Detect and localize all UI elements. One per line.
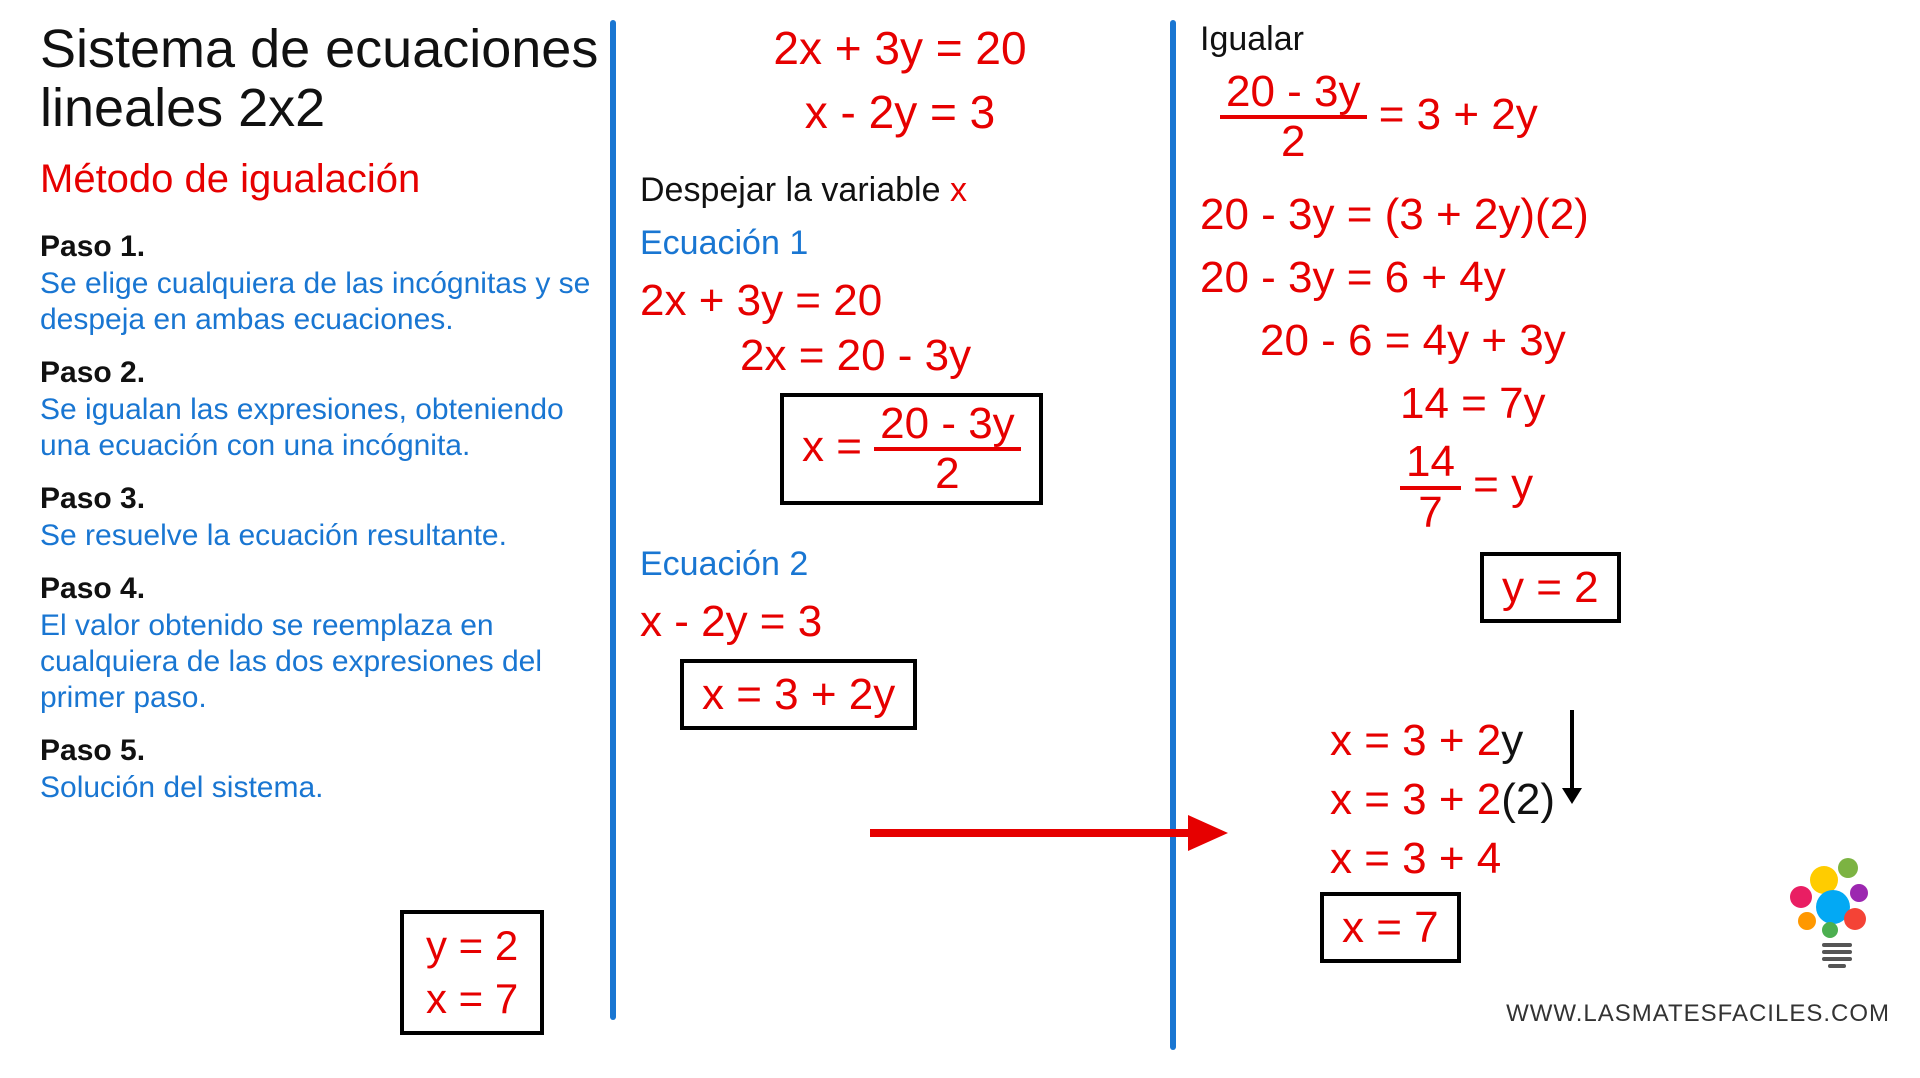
- ec1-frac-den: 2: [929, 451, 965, 497]
- sub-line-1-pre: x = 3 + 2: [1330, 716, 1501, 765]
- step-3-body: Se resuelve la ecuación resultante.: [40, 518, 600, 554]
- solution-y: y = 2: [426, 920, 518, 973]
- sub-line-2-paren: (2): [1501, 775, 1555, 824]
- ec1-result: x = 20 - 3y2: [640, 393, 1160, 505]
- mid-heading-prefix: Despejar la variable: [640, 171, 950, 209]
- ec1-line-2: 2x = 20 - 3y: [640, 328, 1160, 383]
- ec1-label: Ecuación 1: [640, 224, 1160, 263]
- solution-box: y = 2 x = 7: [400, 910, 544, 1035]
- ec2-result-box: x = 3 + 2y: [680, 659, 917, 730]
- page-title: Sistema de ecuaciones lineales 2x2: [40, 20, 600, 139]
- divider-1: [610, 20, 616, 1020]
- eqline-6: 14 7 = y: [1200, 439, 1900, 535]
- brand-logo: [1780, 858, 1890, 968]
- eqline-1-den: 2: [1275, 119, 1311, 165]
- step-2: Paso 2. Se igualan las expresiones, obte…: [40, 356, 600, 464]
- x-result-box: x = 7: [1320, 892, 1461, 963]
- right-heading: Igualar: [1200, 20, 1900, 59]
- eqline-6-num: 14: [1400, 439, 1461, 485]
- step-2-head: Paso 2.: [40, 356, 600, 390]
- step-5-body: Solución del sistema.: [40, 770, 600, 806]
- eqline-3: 20 - 3y = 6 + 4y: [1200, 250, 1900, 305]
- arrow-right-icon: [870, 823, 1230, 843]
- subtitle: Método de igualación: [40, 157, 600, 202]
- mid-heading: Despejar la variable x: [640, 171, 1160, 210]
- step-1-body: Se elige cualquiera de las incógnitas y …: [40, 266, 600, 338]
- step-3-head: Paso 3.: [40, 482, 600, 516]
- step-5: Paso 5. Solución del sistema.: [40, 734, 600, 806]
- ec1-result-box: x = 20 - 3y2: [780, 393, 1043, 505]
- sub-line-1-y: y: [1501, 716, 1523, 765]
- eqline-1-rhs: = 3 + 2y: [1367, 90, 1538, 139]
- eqline-5: 14 = 7y: [1200, 376, 1900, 431]
- y-result: y = 2: [1200, 552, 1900, 623]
- sub-line-2-pre: x = 3 + 2: [1330, 775, 1501, 824]
- arrow-down-icon: [1570, 710, 1574, 790]
- ec2-line-1: x - 2y = 3: [640, 594, 1160, 649]
- eqline-4: 20 - 6 = 4y + 3y: [1200, 313, 1900, 368]
- step-1-head: Paso 1.: [40, 230, 600, 264]
- step-1: Paso 1. Se elige cualquiera de las incóg…: [40, 230, 600, 338]
- solution-x: x = 7: [426, 973, 518, 1026]
- eqline-1: 20 - 3y2 = 3 + 2y: [1200, 69, 1900, 165]
- ec1-result-lhs: x =: [802, 422, 874, 471]
- step-4-body: El valor obtenido se reemplaza en cualqu…: [40, 608, 600, 716]
- sub-line-2: x = 3 + 2(2): [1200, 772, 1900, 827]
- ec2-result: x = 3 + 2y: [640, 659, 1160, 730]
- divider-2: [1170, 20, 1176, 1050]
- y-result-box: y = 2: [1480, 552, 1621, 623]
- eqline-6-rhs: = y: [1461, 460, 1533, 509]
- eqline-6-den: 7: [1412, 490, 1448, 536]
- sub-line-1: x = 3 + 2y: [1200, 713, 1900, 768]
- ec1-line-1: 2x + 3y = 20: [640, 273, 1160, 328]
- step-4: Paso 4. El valor obtenido se reemplaza e…: [40, 572, 600, 716]
- eqline-2: 20 - 3y = (3 + 2y)(2): [1200, 187, 1900, 242]
- system-eq-1: 2x + 3y = 20: [640, 20, 1160, 78]
- middle-column: 2x + 3y = 20 x - 2y = 3 Despejar la vari…: [640, 0, 1160, 1078]
- ec1-frac-num: 20 - 3y: [874, 401, 1021, 447]
- eqline-1-num: 20 - 3y: [1220, 69, 1367, 115]
- step-2-body: Se igualan las expresiones, obteniendo u…: [40, 392, 600, 464]
- brand-url: WWW.LASMATESFACILES.COM: [1506, 1000, 1890, 1028]
- step-5-head: Paso 5.: [40, 734, 600, 768]
- mid-heading-var: x: [950, 171, 967, 209]
- step-4-head: Paso 4.: [40, 572, 600, 606]
- ec2-label: Ecuación 2: [640, 545, 1160, 584]
- step-3: Paso 3. Se resuelve la ecuación resultan…: [40, 482, 600, 554]
- system-eq-2: x - 2y = 3: [640, 84, 1160, 142]
